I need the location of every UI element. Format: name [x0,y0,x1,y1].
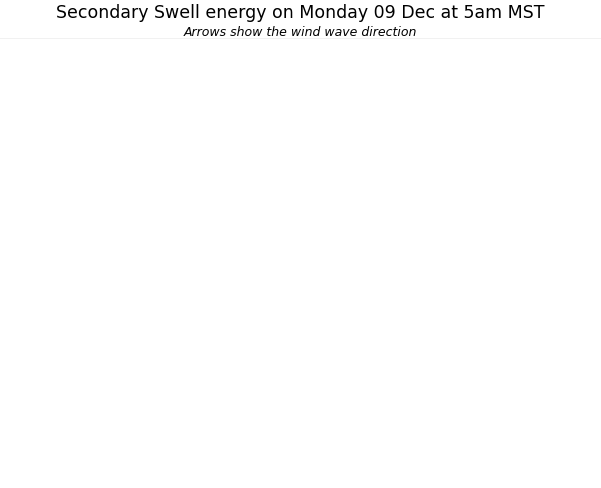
Text: Secondary Swell energy on Monday 09 Dec at 5am MST: Secondary Swell energy on Monday 09 Dec … [56,4,545,22]
Text: Cartopy required: Cartopy required [242,257,359,271]
Text: Arrows show the wind wave direction: Arrows show the wind wave direction [184,25,417,39]
